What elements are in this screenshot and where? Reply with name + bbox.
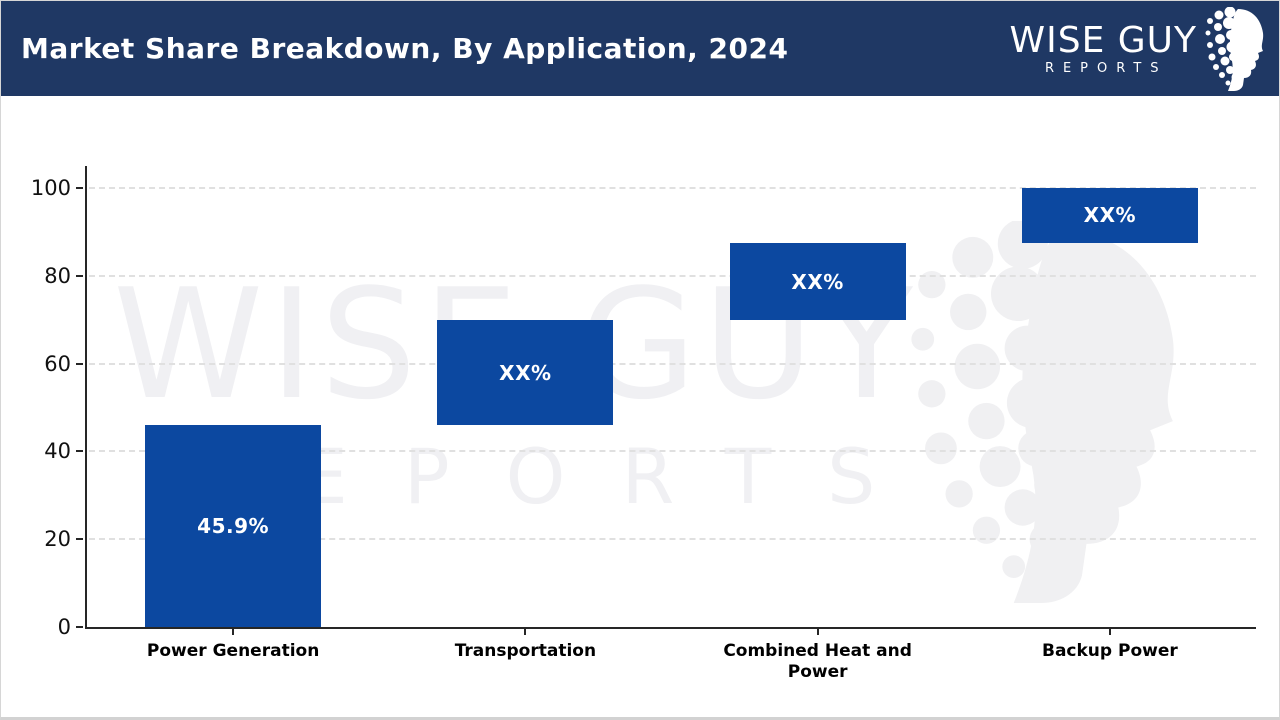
x-tickmark-2: [816, 629, 819, 635]
category-label: Power Generation: [146, 641, 320, 661]
y-tickmark-100: [76, 187, 83, 189]
gridline-80: [89, 274, 1256, 277]
logo-wordmark-main: WISE GUY: [1009, 20, 1197, 61]
gridline-20: [89, 538, 1256, 541]
bar-value-label: XX%: [791, 269, 844, 294]
y-tickmark-0: [76, 626, 83, 628]
watermark-face-icon: [911, 221, 1174, 603]
wiseguy-logo: WISE GUY REPORTS: [1010, 5, 1268, 93]
x-tickmark-3: [1108, 629, 1111, 635]
bar-power-generation: 45.9%: [145, 425, 322, 627]
gridline-40: [89, 450, 1256, 453]
y-ticklabel-40: 40: [44, 439, 71, 464]
y-tickmark-40: [76, 450, 83, 453]
report-header: Market Share Breakdown, By Application, …: [1, 1, 1279, 96]
y-ticklabel-80: 80: [44, 263, 71, 288]
y-tickmark-60: [76, 362, 83, 365]
y-tickmark-20: [76, 538, 83, 541]
gridline-60: [89, 362, 1256, 365]
bar-combined-heat-and-power: XX%: [729, 242, 906, 321]
x-axis: [85, 627, 1256, 629]
category-label: Transportation: [454, 641, 597, 661]
x-tickmark-1: [524, 629, 527, 635]
category-label: Backup Power: [1041, 641, 1178, 661]
y-ticklabel-20: 20: [44, 527, 71, 552]
y-ticklabel-0: 0: [57, 615, 71, 639]
bar-value-label: XX%: [499, 360, 552, 385]
y-tickmark-80: [76, 274, 83, 277]
gridline-100: [89, 187, 1256, 189]
bar-backup-power: XX%: [1021, 188, 1198, 243]
y-ticklabel-60: 60: [44, 351, 71, 376]
y-ticklabel-100: 100: [30, 176, 71, 200]
category-label: Combined Heat and Power: [723, 641, 912, 683]
chart-title: Market Share Breakdown, By Application, …: [21, 32, 789, 65]
x-tickmark-0: [232, 629, 235, 635]
y-axis: [85, 166, 87, 629]
logo-face-icon: [1205, 7, 1264, 91]
bar-value-label: XX%: [1083, 203, 1137, 228]
logo-wordmark: WISE GUY REPORTS: [1009, 20, 1198, 76]
logo-wordmark-sub: REPORTS: [1044, 61, 1168, 76]
bar-transportation: XX%: [437, 320, 614, 426]
bar-value-label: 45.9%: [197, 514, 270, 539]
